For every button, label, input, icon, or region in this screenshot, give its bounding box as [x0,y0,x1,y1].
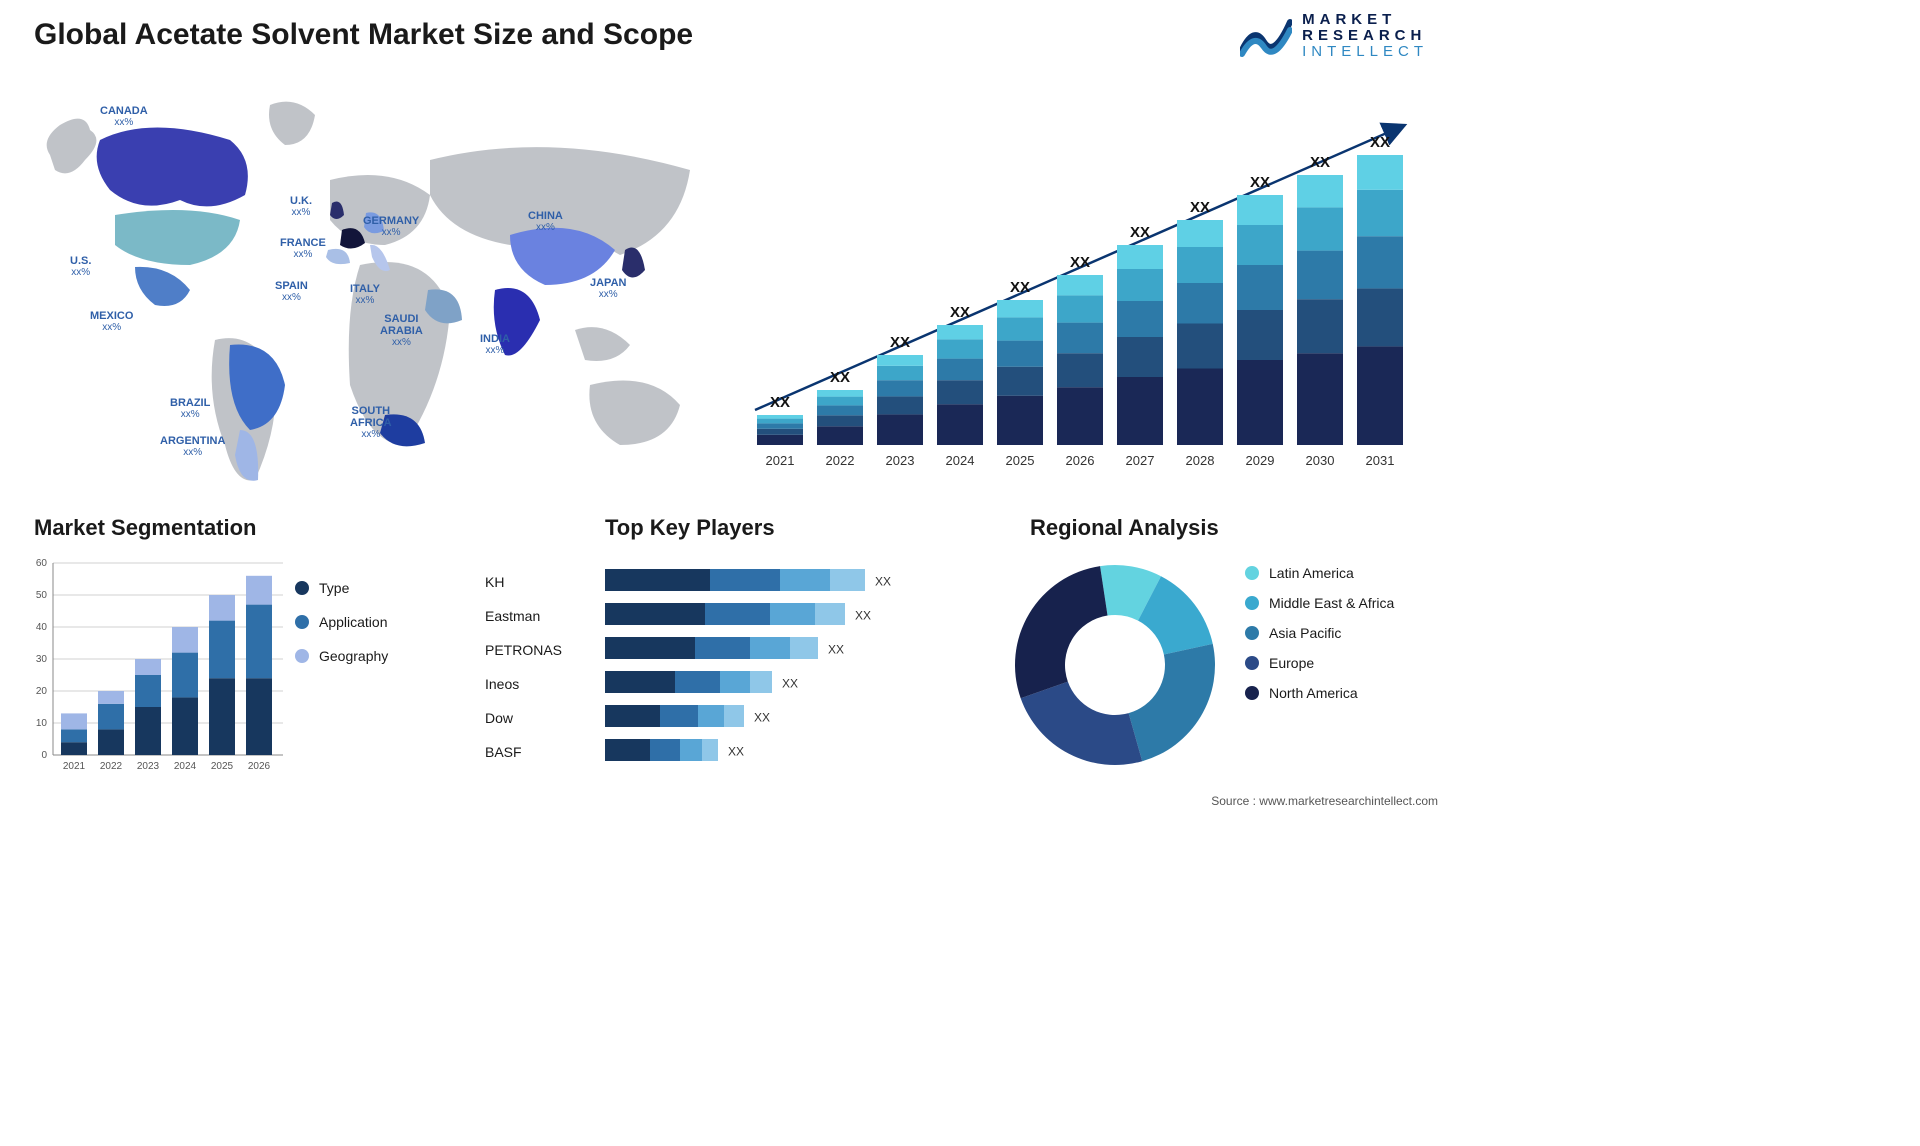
svg-text:XX: XX [782,677,798,691]
segmentation-legend: Type Application Geography [295,580,435,682]
page-title: Global Acetate Solvent Market Size and S… [34,18,693,52]
regional-donut [995,545,1235,785]
world-map: CANADAxx% U.S.xx% MEXICOxx% BRAZILxx% ARGENT… [30,85,710,485]
map-label-canada: CANADAxx% [100,105,148,128]
players-chart: XX XX XX XX XX XX [605,565,965,780]
brand-logo: MARKET RESEARCH INTELLECT [1240,10,1428,62]
svg-text:XX: XX [828,643,844,657]
svg-text:2023: 2023 [137,761,160,772]
logo-line3: INTELLECT [1302,44,1428,60]
player-label-ineos: Ineos [485,667,600,701]
map-label-mexico: MEXICOxx% [90,310,133,333]
svg-text:XX: XX [855,609,871,623]
svg-text:2023: 2023 [886,453,915,468]
seg-legend-geography: Geography [295,648,435,664]
map-label-france: FRANCExx% [280,237,326,260]
svg-text:XX: XX [1010,279,1030,296]
segmentation-title: Market Segmentation [34,515,257,541]
map-label-u-k-: U.K.xx% [290,195,312,218]
svg-text:2024: 2024 [946,453,975,468]
donut-seg-asia-pacific [1129,644,1215,761]
map-label-italy: ITALYxx% [350,283,380,306]
svg-text:XX: XX [890,334,910,351]
svg-text:2022: 2022 [826,453,855,468]
country-usa [115,210,240,265]
svg-text:2029: 2029 [1246,453,1275,468]
svg-text:XX: XX [1250,174,1270,191]
svg-text:XX: XX [754,711,770,725]
player-label-basf: BASF [485,735,600,769]
player-label-eastman: Eastman [485,599,600,633]
svg-text:20: 20 [36,686,48,697]
svg-text:60: 60 [36,558,48,569]
regional-title: Regional Analysis [1030,515,1219,541]
map-label-brazil: BRAZILxx% [170,397,210,420]
donut-seg-north-america [1015,566,1108,698]
map-label-spain: SPAINxx% [275,280,308,303]
svg-text:2026: 2026 [1066,453,1095,468]
svg-text:XX: XX [830,369,850,386]
player-label-kh: KH [485,565,600,599]
growth-bar-chart: XX 2021 XX 2022 XX 2023 XX 2024 XX 2025 XX 2026 XX 20… [745,90,1425,480]
svg-text:2025: 2025 [211,761,234,772]
svg-text:10: 10 [36,718,48,729]
svg-text:30: 30 [36,654,48,665]
map-label-south-africa: SOUTHAFRICAxx% [350,405,392,440]
svg-text:XX: XX [875,575,891,589]
map-label-japan: JAPANxx% [590,277,626,300]
svg-text:XX: XX [1190,199,1210,216]
logo-wave-icon [1240,10,1292,62]
country-japan [622,248,645,278]
svg-text:XX: XX [1130,224,1150,241]
region-legend-north-america: North America [1245,685,1394,701]
players-labels: KHEastmanPETRONASIneosDowBASF [485,565,600,769]
svg-text:XX: XX [1070,254,1090,271]
region-legend-latin-america: Latin America [1245,565,1394,581]
seg-legend-application: Application [295,614,435,630]
svg-text:XX: XX [770,394,790,411]
player-label-petronas: PETRONAS [485,633,600,667]
map-label-saudi-arabia: SAUDIARABIAxx% [380,313,423,348]
svg-text:XX: XX [1310,154,1330,171]
segmentation-chart: 0 10 20 30 40 50 60 2021 2022 2023 2024 2025 2026 [25,555,285,775]
country-canada [97,128,248,207]
svg-text:2025: 2025 [1006,453,1035,468]
svg-text:50: 50 [36,590,48,601]
seg-legend-type: Type [295,580,435,596]
donut-seg-europe [1021,682,1143,765]
country-spain [326,249,350,264]
svg-text:2022: 2022 [100,761,123,772]
map-label-china: CHINAxx% [528,210,563,233]
logo-line2: RESEARCH [1302,28,1428,44]
map-label-argentina: ARGENTINAxx% [160,435,225,458]
map-label-india: INDIAxx% [480,333,510,356]
region-legend-europe: Europe [1245,655,1394,671]
logo-line1: MARKET [1302,12,1428,28]
svg-text:2021: 2021 [63,761,86,772]
country-mexico [135,267,190,306]
svg-text:2028: 2028 [1186,453,1215,468]
svg-text:0: 0 [41,750,47,761]
regional-legend: Latin America Middle East & Africa Asia Pa… [1245,565,1394,715]
svg-text:XX: XX [950,304,970,321]
players-title: Top Key Players [605,515,775,541]
svg-text:2027: 2027 [1126,453,1155,468]
svg-text:2031: 2031 [1366,453,1395,468]
map-label-germany: GERMANYxx% [363,215,419,238]
player-label-dow: Dow [485,701,600,735]
svg-text:2024: 2024 [174,761,197,772]
region-legend-middle-east-africa: Middle East & Africa [1245,595,1394,611]
svg-text:XX: XX [728,745,744,759]
svg-text:2021: 2021 [766,453,795,468]
svg-text:40: 40 [36,622,48,633]
svg-text:XX: XX [1370,134,1390,151]
region-legend-asia-pacific: Asia Pacific [1245,625,1394,641]
map-label-u-s-: U.S.xx% [70,255,91,278]
svg-text:2030: 2030 [1306,453,1335,468]
source-text: Source : www.marketresearchintellect.com [1211,794,1438,808]
svg-text:2026: 2026 [248,761,271,772]
